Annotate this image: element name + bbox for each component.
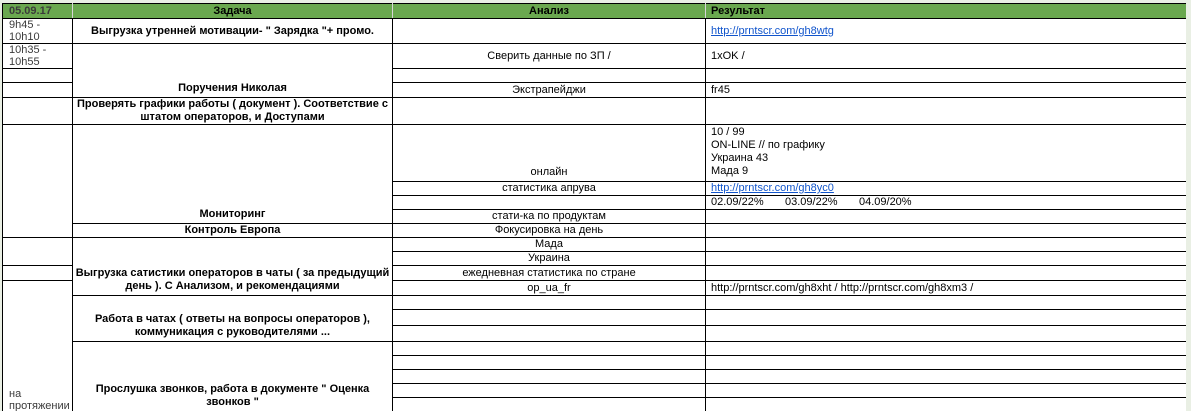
- analysis-cell[interactable]: [392, 341, 706, 356]
- time-cell[interactable]: [2, 124, 73, 238]
- analysis-cell[interactable]: [392, 397, 706, 411]
- analysis-cell[interactable]: [392, 68, 706, 83]
- time-cell[interactable]: 10h35 - 10h55: [2, 43, 73, 69]
- analysis-cell[interactable]: Сверить данные по ЗП /: [392, 43, 706, 69]
- task-cell[interactable]: Контроль Европа: [72, 223, 393, 238]
- analysis-cell[interactable]: [392, 18, 706, 44]
- task-cell[interactable]: Работа в чатах ( ответы на вопросы опера…: [72, 295, 393, 342]
- table-row: Мониторинг онлайн 10 / 99 ON-LINE // по гр…: [2, 124, 1186, 238]
- task-cell[interactable]: Проверять графики работы ( документ ). С…: [72, 97, 393, 125]
- table-row: Выгрузка сатистики операторов в чаты ( з…: [2, 237, 1186, 296]
- table-row: [3, 383, 1186, 398]
- time-cell[interactable]: на протяжении дня: [2, 280, 73, 411]
- task-cell[interactable]: Прослушка звонков, работа в документе " …: [72, 341, 393, 411]
- header-result-cell[interactable]: Результат: [705, 3, 1186, 19]
- result-cell[interactable]: [705, 325, 1186, 342]
- analysis-cell[interactable]: [392, 355, 706, 370]
- time-cell[interactable]: 9h45 - 10h10: [2, 18, 73, 44]
- analysis-cell[interactable]: ежедневная статистика по стране: [392, 265, 706, 281]
- result-cell[interactable]: [705, 341, 1186, 356]
- table-row: Прослушка звонков, работа в документе " …: [3, 341, 1186, 411]
- analysis-cell[interactable]: [392, 97, 706, 125]
- header-time-cell[interactable]: 05.09.17: [2, 3, 73, 19]
- time-cell[interactable]: [2, 237, 73, 266]
- analysis-cell[interactable]: Экстрапейджи: [392, 82, 706, 98]
- result-cell[interactable]: [705, 369, 1186, 384]
- task-cell[interactable]: Поручения Николая: [72, 43, 393, 98]
- task-cell[interactable]: Выгрузка утренней мотивации- " Зарядка "…: [72, 18, 393, 44]
- analysis-cell[interactable]: Мада: [392, 237, 706, 252]
- analysis-cell[interactable]: [392, 369, 706, 384]
- result-cell[interactable]: [705, 265, 1186, 281]
- analysis-cell[interactable]: онлайн: [392, 124, 706, 182]
- result-cell[interactable]: 1xOK /: [705, 43, 1186, 69]
- result-cell[interactable]: [705, 295, 1186, 310]
- result-cell[interactable]: [705, 251, 1186, 266]
- analysis-cell[interactable]: Украина: [392, 251, 706, 266]
- table-row: на протяжении дня op_ua_frhttp://prntscr.…: [2, 280, 1186, 411]
- analysis-cell[interactable]: статистика апрува: [392, 181, 706, 196]
- result-cell[interactable]: [705, 97, 1186, 125]
- table-row: Проверять графики работы ( документ ). С…: [2, 97, 1186, 125]
- result-cell[interactable]: [705, 383, 1186, 398]
- header-analysis-cell[interactable]: Анализ: [392, 3, 706, 19]
- analysis-cell[interactable]: op_ua_fr: [392, 280, 706, 296]
- time-cell[interactable]: [2, 97, 73, 125]
- result-cell[interactable]: [705, 309, 1186, 326]
- analysis-cell[interactable]: [392, 309, 706, 326]
- result-cell[interactable]: [705, 68, 1186, 83]
- time-cell[interactable]: [2, 82, 73, 98]
- table-row: Украина: [3, 251, 1186, 266]
- result-cell[interactable]: [705, 355, 1186, 370]
- analysis-cell[interactable]: [392, 325, 706, 342]
- result-cell[interactable]: [705, 237, 1186, 252]
- result-cell[interactable]: [705, 397, 1186, 411]
- sheet-area: 05.09.17 Задача Анализ Результат 9h45 - 10h1…: [2, 3, 1186, 411]
- table-row: 9h45 - 10h10 Выгрузка утренней мотивации-…: [2, 18, 1186, 44]
- header-task-cell[interactable]: Задача: [72, 3, 393, 19]
- result-cell[interactable]: 10 / 99 ON-LINE // по графику Украина 43…: [705, 124, 1186, 182]
- result-cell[interactable]: 02.09/22% 03.09/22% 04.09/20%: [705, 195, 1186, 210]
- result-cell[interactable]: [705, 223, 1186, 238]
- result-cell[interactable]: [705, 209, 1186, 224]
- table-row: Контроль Европа Фокусировка на день: [3, 223, 1186, 238]
- schedule-table: 05.09.17 Задача Анализ Результат 9h45 - 10h1…: [2, 3, 1186, 411]
- table-row: Работа в чатах ( ответы на вопросы опера…: [3, 295, 1186, 342]
- result-link[interactable]: http://prntscr.com/gh8wtg: [711, 24, 834, 37]
- analysis-cell[interactable]: Фокусировка на день: [392, 223, 706, 238]
- table-row: статистика апрува http://prntscr.com/gh8y…: [3, 181, 1186, 196]
- task-cell[interactable]: Выгрузка сатистики операторов в чаты ( з…: [72, 237, 393, 296]
- analysis-cell[interactable]: стати-ка по продуктам: [392, 209, 706, 224]
- time-cell[interactable]: [2, 265, 73, 281]
- header-row: 05.09.17 Задача Анализ Результат: [2, 3, 1186, 19]
- analysis-cell[interactable]: [392, 295, 706, 310]
- analysis-cell[interactable]: [392, 383, 706, 398]
- table-row: стати-ка по продуктам: [3, 209, 1186, 224]
- analysis-cell[interactable]: [392, 195, 706, 210]
- table-row: 10h35 - 10h55 Поручения Николая Сверить да…: [2, 43, 1186, 98]
- result-cell[interactable]: http://prntscr.com/gh8wtg: [705, 18, 1186, 44]
- table-row: [3, 397, 1186, 411]
- result-cell[interactable]: http://prntscr.com/gh8xht / http://prnts…: [705, 280, 1186, 296]
- result-cell[interactable]: fr45: [705, 82, 1186, 98]
- time-cell[interactable]: [2, 68, 73, 83]
- result-link[interactable]: http://prntscr.com/gh8yc0: [711, 182, 834, 195]
- task-cell[interactable]: Мониторинг: [72, 124, 393, 224]
- table-row: [2, 68, 1186, 83]
- result-cell[interactable]: http://prntscr.com/gh8yc0: [705, 181, 1186, 196]
